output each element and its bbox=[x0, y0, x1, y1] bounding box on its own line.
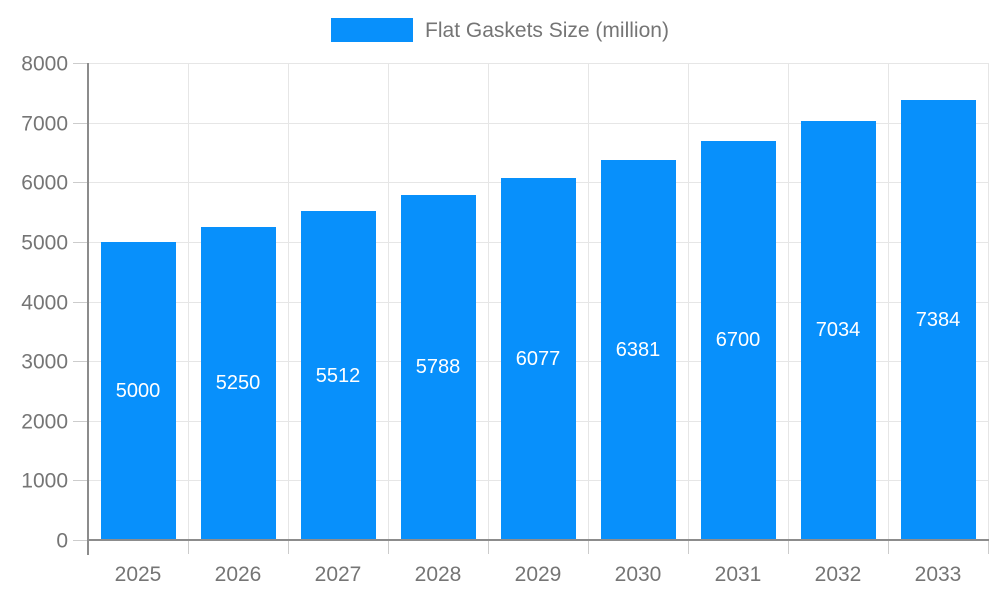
x-axis-label: 2027 bbox=[314, 563, 362, 586]
x-axis-label: 2029 bbox=[514, 563, 562, 586]
bar bbox=[500, 177, 576, 540]
bar-value-label: 6700 bbox=[715, 329, 761, 352]
y-axis-line bbox=[87, 63, 89, 555]
bar bbox=[100, 241, 176, 540]
y-axis-label: 2000 bbox=[21, 410, 68, 434]
v-gridline bbox=[688, 63, 689, 554]
y-axis-label: 8000 bbox=[21, 52, 68, 76]
bar bbox=[900, 99, 976, 540]
v-gridline bbox=[788, 63, 789, 554]
x-axis-tick bbox=[688, 540, 689, 554]
y-axis-tick bbox=[73, 241, 88, 243]
bar-value-label: 5250 bbox=[215, 372, 261, 395]
y-axis-label: 4000 bbox=[21, 291, 68, 314]
v-gridline bbox=[988, 63, 989, 554]
y-axis-tick bbox=[73, 361, 88, 363]
y-axis-tick bbox=[73, 122, 88, 124]
chart-legend: Flat Gaskets Size (million) bbox=[0, 18, 1000, 42]
bar-value-label: 5512 bbox=[315, 364, 361, 387]
bar-value-label: 7384 bbox=[915, 308, 961, 331]
bar-value-label: 5000 bbox=[115, 379, 161, 402]
x-axis-tick bbox=[788, 540, 789, 554]
v-gridline bbox=[488, 63, 489, 554]
bar bbox=[700, 140, 776, 540]
y-axis-label: 0 bbox=[56, 529, 68, 553]
v-gridline bbox=[388, 63, 389, 554]
h-gridline bbox=[88, 122, 988, 124]
x-axis-label: 2030 bbox=[614, 563, 662, 586]
x-axis-tick bbox=[588, 540, 589, 554]
y-axis-tick bbox=[73, 420, 88, 422]
x-axis-tick bbox=[288, 540, 289, 554]
v-gridline bbox=[288, 63, 289, 554]
y-axis-tick bbox=[73, 540, 88, 541]
x-axis-tick bbox=[488, 540, 489, 554]
y-axis-tick bbox=[73, 63, 88, 64]
legend-swatch[interactable] bbox=[331, 18, 414, 42]
v-gridline bbox=[888, 63, 889, 554]
x-axis-label: 2033 bbox=[914, 563, 962, 586]
legend-label[interactable]: Flat Gaskets Size (million) bbox=[425, 18, 669, 42]
y-axis-label: 1000 bbox=[21, 469, 68, 493]
y-axis-tick bbox=[73, 182, 88, 184]
bar-value-label: 7034 bbox=[815, 319, 861, 342]
v-gridline bbox=[588, 63, 589, 554]
y-axis-label: 3000 bbox=[21, 350, 68, 374]
bar-value-label: 5788 bbox=[415, 356, 461, 379]
y-axis-label: 6000 bbox=[21, 171, 68, 195]
x-axis-label: 2031 bbox=[714, 563, 762, 586]
x-axis-label: 2026 bbox=[214, 563, 262, 586]
bar bbox=[400, 194, 476, 540]
x-axis-tick bbox=[388, 540, 389, 554]
y-axis-label: 7000 bbox=[21, 112, 68, 136]
bar-value-label: 6381 bbox=[615, 338, 661, 361]
x-axis-label: 2028 bbox=[414, 563, 462, 586]
bar bbox=[600, 159, 676, 540]
bar bbox=[200, 226, 276, 540]
bar bbox=[300, 211, 376, 540]
x-axis-tick bbox=[988, 540, 989, 554]
bar-value-label: 6077 bbox=[515, 347, 561, 370]
bar bbox=[800, 120, 876, 540]
x-axis-label: 2025 bbox=[114, 563, 162, 586]
v-gridline bbox=[188, 63, 189, 554]
x-axis-label: 2032 bbox=[814, 563, 862, 586]
h-gridline bbox=[88, 63, 988, 64]
x-axis-line bbox=[87, 539, 989, 541]
x-axis-tick bbox=[188, 540, 189, 554]
x-axis-tick bbox=[888, 540, 889, 554]
y-axis-label: 5000 bbox=[21, 231, 68, 255]
y-axis-tick bbox=[73, 480, 88, 482]
y-axis-tick bbox=[73, 301, 88, 303]
